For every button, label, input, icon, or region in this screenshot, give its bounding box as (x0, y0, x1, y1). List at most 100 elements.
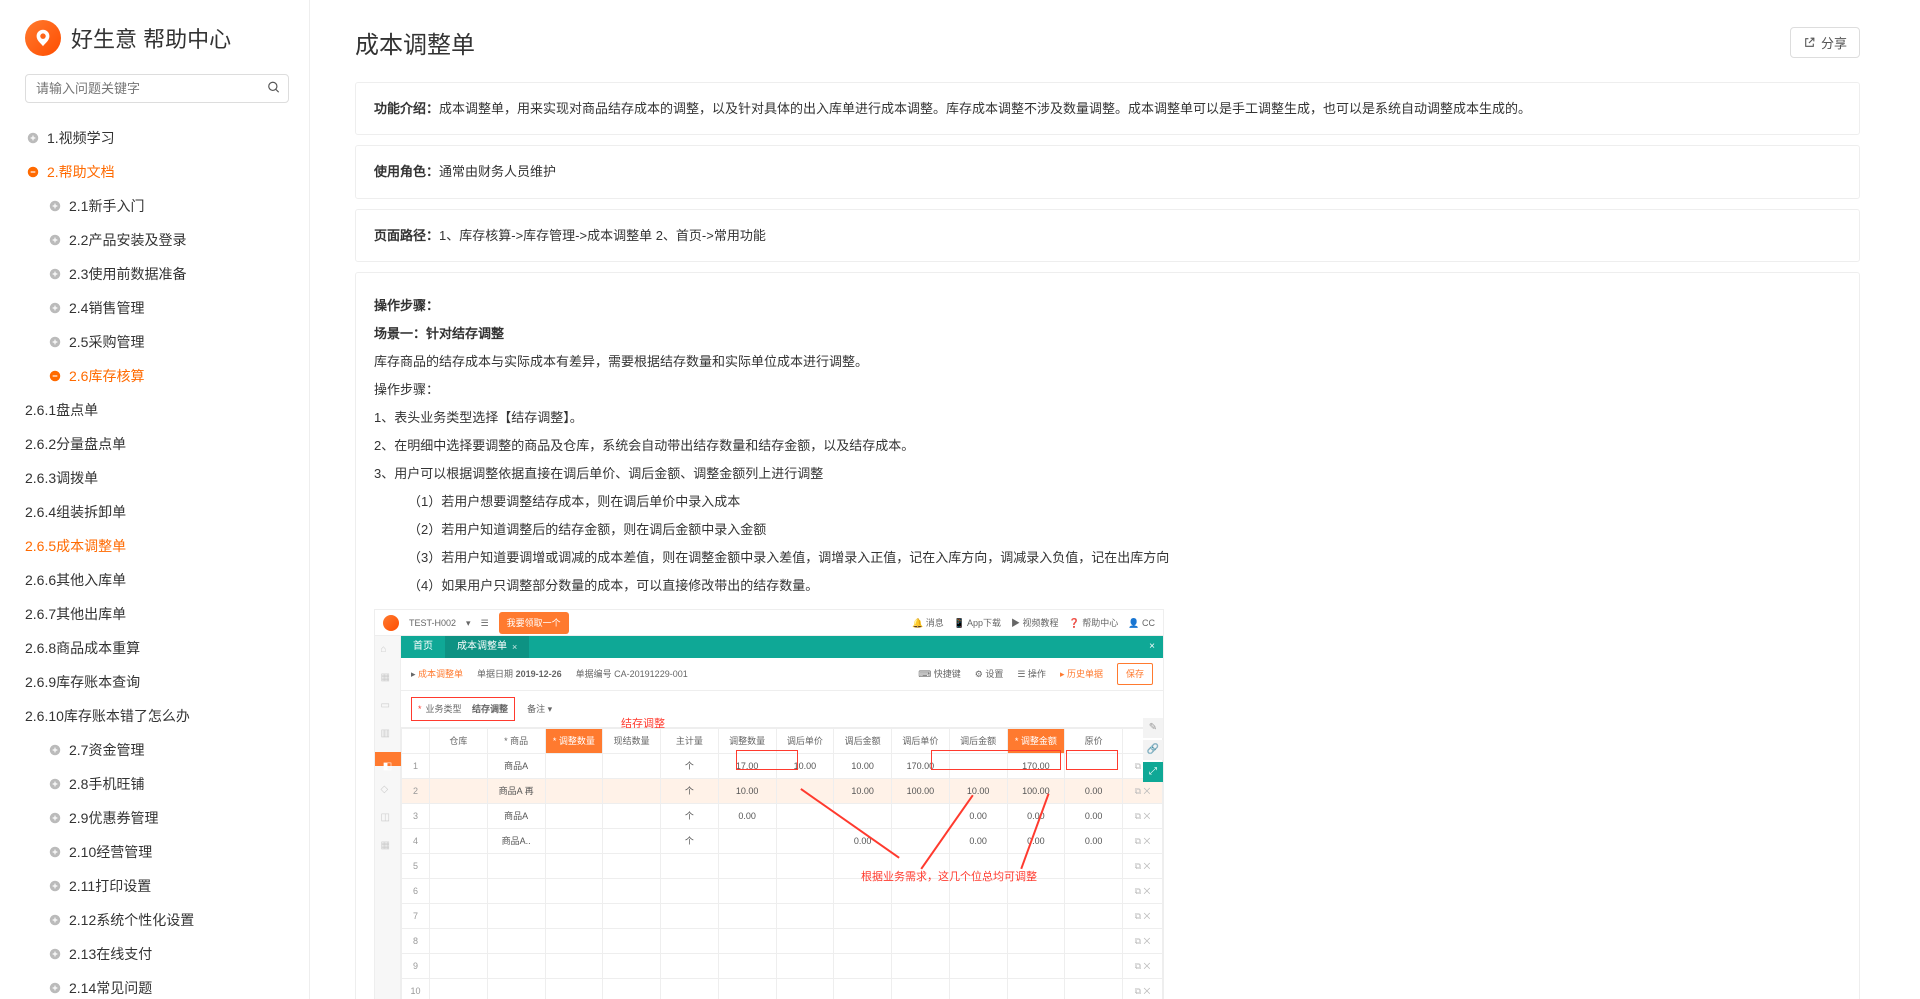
intro-box: 功能介绍：成本调整单，用来实现对商品结存成本的调整，以及针对具体的出入库单进行成… (355, 82, 1860, 135)
plus-icon (47, 810, 63, 826)
nav-leaf[interactable]: 2.6.2分量盘点单 (25, 427, 309, 461)
page-title: 成本调整单 (355, 25, 475, 60)
rail-grid-icon: ▦ (381, 836, 395, 850)
intro-text: 成本调整单，用来实现对商品结存成本的调整，以及针对具体的出入库单进行成本调整。库… (439, 101, 1531, 116)
step-3: 3、用户可以根据调整依据直接在调后单价、调后金额、调整金额列上进行调整 (374, 461, 1841, 487)
nav-item[interactable]: 2.帮助文档 (25, 155, 309, 189)
nav-item[interactable]: 2.7资金管理 (25, 733, 309, 767)
nav-label: 2.12系统个性化设置 (69, 910, 194, 930)
embed-tab-home: 首页 (401, 636, 445, 658)
content-body: 操作步骤： 场景一：针对结存调整 库存商品的结存成本与实际成本有差异，需要根据结… (355, 272, 1860, 999)
nav-item[interactable]: 2.9优惠券管理 (25, 801, 309, 835)
search-input[interactable] (25, 74, 289, 103)
nav-leaf[interactable]: 2.6.3调拨单 (25, 461, 309, 495)
nav-item[interactable]: 2.3使用前数据准备 (25, 257, 309, 291)
nav-label: 2.3使用前数据准备 (69, 264, 186, 284)
nav-label: 2.10经营管理 (69, 842, 152, 862)
plus-icon (47, 232, 63, 248)
nav-leaf[interactable]: 2.6.10库存账本错了怎么办 (25, 699, 309, 733)
nav-item[interactable]: 2.13在线支付 (25, 937, 309, 971)
nav-item[interactable]: 2.12系统个性化设置 (25, 903, 309, 937)
rail-cal-icon: ▥ (381, 724, 395, 738)
nav-label: 2.5采购管理 (69, 332, 144, 352)
minus-icon (25, 164, 41, 180)
step-1: 1、表头业务类型选择【结存调整】。 (374, 405, 1841, 431)
tool-expand-icon: ⤢ (1143, 762, 1163, 782)
intro-label: 功能介绍： (374, 101, 439, 116)
main: 成本调整单 分享 功能介绍：成本调整单，用来实现对商品结存成本的调整，以及针对具… (310, 0, 1920, 999)
nav-label: 2.2产品安装及登录 (69, 230, 186, 250)
search-icon[interactable] (267, 80, 281, 97)
nav-label: 2.9优惠券管理 (69, 808, 158, 828)
nav-label: 2.8手机旺铺 (69, 774, 144, 794)
nav-label: 2.6库存核算 (69, 366, 144, 386)
steps-header: 操作步骤： (374, 293, 1841, 319)
nav-label: 2.13在线支付 (69, 944, 152, 964)
embed-side-tools: ✎ 🔗 ⤢ (1143, 718, 1163, 782)
nav-item[interactable]: 1.视频学习 (25, 121, 309, 155)
nav-label: 2.1新手入门 (69, 196, 144, 216)
rail-money-icon: ◇ (381, 780, 395, 794)
nav-label: 2.4销售管理 (69, 298, 144, 318)
embed-rail: ⌂ ▦ ▭ ▥ ◧ ◇ ◫ ▦ (375, 636, 401, 999)
plus-icon (47, 300, 63, 316)
nav-leaf[interactable]: 2.6.1盘点单 (25, 393, 309, 427)
share-button[interactable]: 分享 (1790, 27, 1860, 58)
nav-item[interactable]: 2.10经营管理 (25, 835, 309, 869)
plus-icon (47, 198, 63, 214)
step-3-4: （4）如果用户只调整部分数量的成本，可以直接修改带出的结存数量。 (374, 573, 1841, 599)
embed-tab-active: 成本调整单 × (445, 636, 529, 658)
nav-leaf[interactable]: 2.6.9库存账本查询 (25, 665, 309, 699)
plus-icon (47, 266, 63, 282)
plus-icon (25, 130, 41, 146)
path-text: 1、库存核算->库存管理->成本调整单 2、首页->常用功能 (439, 228, 766, 243)
annotation-note: 根据业务需求，这几个位总均可调整 (861, 866, 1037, 888)
embed-crumb: ▸ 成本调整单 单据日期 2019-12-26 单据编号 CA-20191229… (401, 658, 1163, 691)
nav-leaf[interactable]: 2.6.8商品成本重算 (25, 631, 309, 665)
nav-item[interactable]: 2.8手机旺铺 (25, 767, 309, 801)
nav-leaf[interactable]: 2.6.5成本调整单 (25, 529, 309, 563)
minus-icon (47, 368, 63, 384)
plus-icon (47, 912, 63, 928)
nav-label: 1.视频学习 (47, 128, 115, 148)
path-box: 页面路径：1、库存核算->库存管理->成本调整单 2、首页->常用功能 (355, 209, 1860, 262)
step-3-2: （2）若用户知道调整后的结存金额，则在调后金额中录入金额 (374, 517, 1841, 543)
nav-item[interactable]: 2.14常见问题 (25, 971, 309, 999)
role-text: 通常由财务人员维护 (439, 164, 556, 179)
nav-label: 2.14常见问题 (69, 978, 152, 998)
nav-item[interactable]: 2.4销售管理 (25, 291, 309, 325)
step-3-1: （1）若用户想要调整结存成本，则在调后单价中录入成本 (374, 489, 1841, 515)
nav-label: 2.帮助文档 (47, 162, 115, 182)
embed-tabs-close-icon: × (1141, 637, 1163, 657)
rail-cart-icon: ▭ (381, 696, 395, 710)
embed-tabs: 首页 成本调整单 × × (401, 636, 1163, 658)
nav-label: 2.11打印设置 (69, 876, 151, 896)
sidebar: 好生意 帮助中心 1.视频学习2.帮助文档2.1新手入门2.2产品安装及登录2.… (0, 0, 310, 999)
biz-type-field: *业务类型 结存调整 (411, 697, 515, 721)
rail-home-icon: ⌂ (381, 640, 395, 654)
nav-leaf[interactable]: 2.6.4组装拆卸单 (25, 495, 309, 529)
step-2: 2、在明细中选择要调整的商品及仓库，系统会自动带出结存数量和结存金额，以及结存成… (374, 433, 1841, 459)
nav-item[interactable]: 2.1新手入门 (25, 189, 309, 223)
plus-icon (47, 334, 63, 350)
nav-item[interactable]: 2.11打印设置 (25, 869, 309, 903)
nav-item[interactable]: 2.6库存核算 (25, 359, 309, 393)
embed-topbar: TEST-H002 ▾ ☰ 我要领取一个 🔔 消息 📱 App下载 ▶ 视频教程… (375, 610, 1163, 636)
embed-grid: 仓库* 商品* 调整数量现结数量主计量调整数量调后单价调后金额调后单价调后金额*… (401, 728, 1163, 999)
embed-filter: *业务类型 结存调整 备注 ▾ 结存调整 (401, 691, 1163, 728)
plus-icon (47, 742, 63, 758)
nav-leaf[interactable]: 2.6.6其他入库单 (25, 563, 309, 597)
scene1-text: 库存商品的结存成本与实际成本有差异，需要根据结存数量和实际单位成本进行调整。 (374, 349, 1841, 375)
rail-active-icon: ◧ (375, 752, 401, 766)
tool-brush-icon: ✎ (1143, 718, 1163, 738)
nav-tree: 1.视频学习 2.帮助文档 2.1新手入门 2.2产品安装及登录 2.3使用前数据准备 2… (25, 121, 309, 999)
nav-item[interactable]: 2.5采购管理 (25, 325, 309, 359)
nav-leaf[interactable]: 2.6.7其他出库单 (25, 597, 309, 631)
nav-label: 2.7资金管理 (69, 740, 144, 760)
scene1-header: 场景一：针对结存调整 (374, 321, 1841, 347)
nav-item[interactable]: 2.2产品安装及登录 (25, 223, 309, 257)
share-label: 分享 (1821, 33, 1847, 52)
plus-icon (47, 980, 63, 996)
embed-logo-icon (383, 615, 399, 631)
role-box: 使用角色：通常由财务人员维护 (355, 145, 1860, 198)
